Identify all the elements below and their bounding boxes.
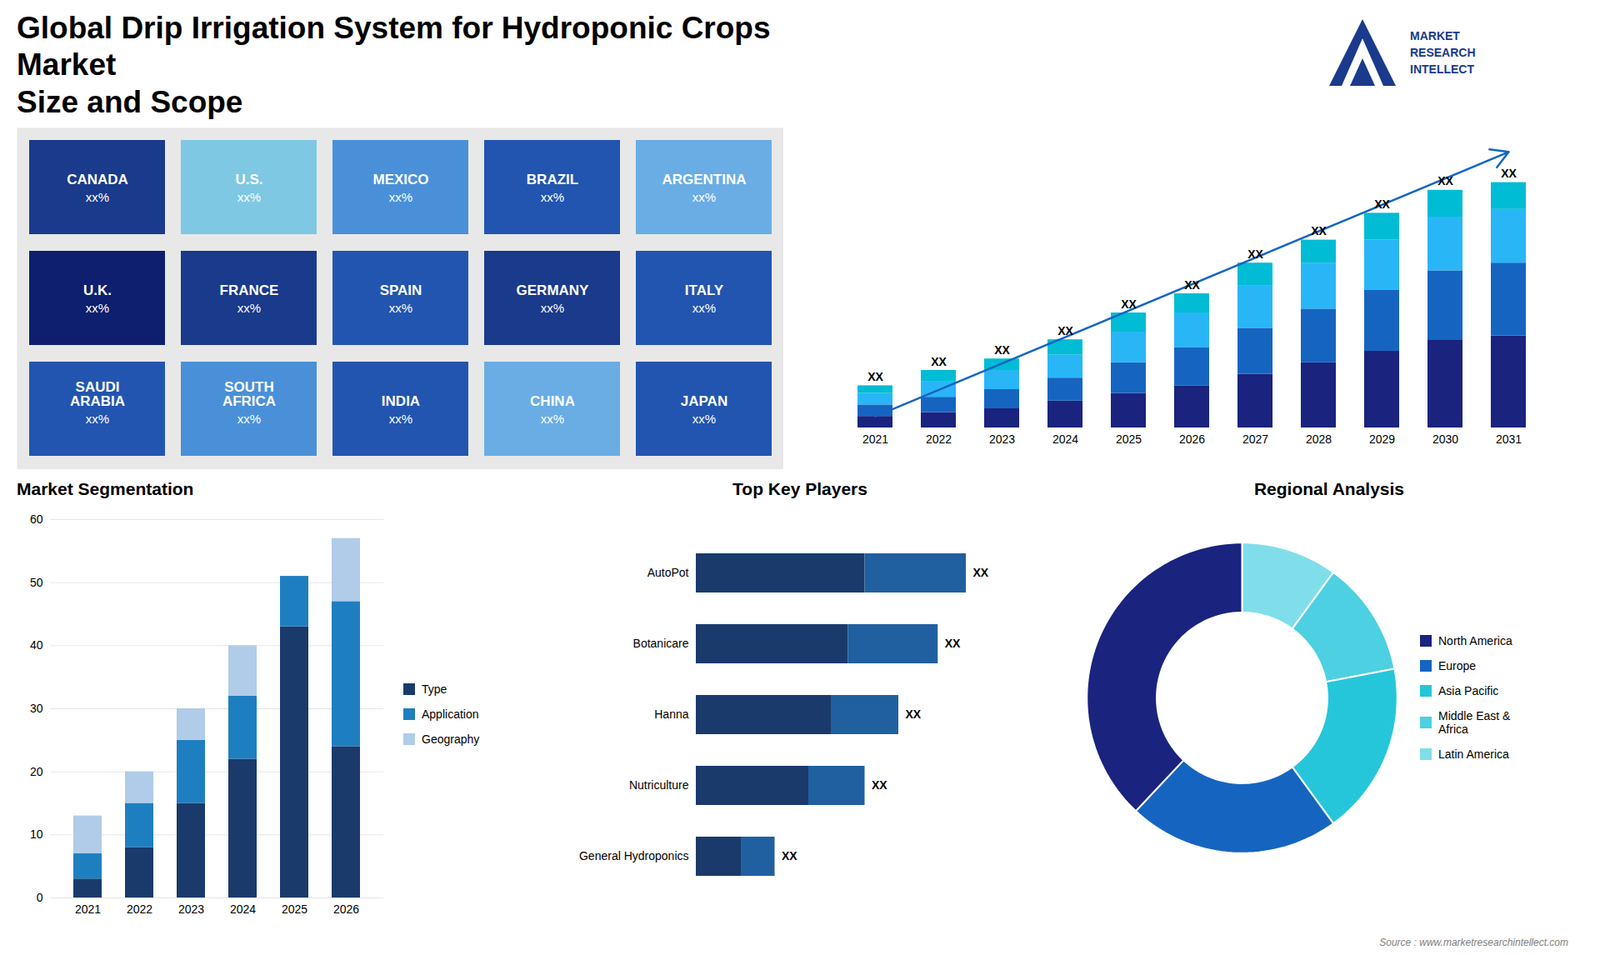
svg-text:SOUTHAFRICA: SOUTHAFRICA — [222, 379, 276, 410]
svg-text:ITALY: ITALY — [685, 282, 725, 299]
svg-text:xx%: xx% — [237, 300, 261, 315]
svg-text:2025: 2025 — [281, 902, 308, 916]
svg-text:AutoPot: AutoPot — [647, 565, 690, 580]
html-text:Latin America: Latin America — [1438, 747, 1509, 761]
svg-text:XX: XX — [781, 849, 798, 863]
svg-text:CHINA: CHINA — [530, 393, 575, 410]
svg-text:xx%: xx% — [540, 190, 565, 205]
html-text:Type: Type — [421, 682, 447, 696]
svg-text:2031: 2031 — [1495, 432, 1522, 446]
svg-text:50: 50 — [30, 575, 44, 590]
html-text:Europe: Europe — [1438, 659, 1476, 673]
svg-text:2026: 2026 — [1179, 432, 1205, 446]
svg-text:xx%: xx% — [85, 300, 110, 315]
html-text:Source : www.marketresearchint: Source : www.marketresearchintellect.com — [1379, 936, 1569, 949]
svg-text:2023: 2023 — [989, 432, 1015, 446]
svg-text:xx%: xx% — [85, 190, 110, 205]
svg-text:INDIA: INDIA — [381, 393, 420, 410]
svg-text:SPAIN: SPAIN — [380, 282, 423, 299]
svg-text:U.S.: U.S. — [235, 171, 263, 188]
svg-text:xx%: xx% — [389, 300, 413, 315]
html-text:Top Key Players: Top Key Players — [732, 479, 868, 499]
svg-text:Botanicare: Botanicare — [633, 636, 690, 650]
svg-text:2024: 2024 — [1052, 432, 1079, 446]
svg-text:Nutriculture: Nutriculture — [629, 778, 690, 792]
svg-text:xx%: xx% — [389, 190, 413, 205]
svg-text:2026: 2026 — [333, 902, 360, 916]
svg-text:20: 20 — [30, 765, 44, 779]
svg-text:2030: 2030 — [1432, 432, 1459, 446]
svg-text:xx%: xx% — [692, 411, 716, 426]
svg-text:SAUDIARABIA: SAUDIARABIA — [70, 379, 125, 410]
svg-text:XX: XX — [905, 707, 922, 721]
svg-text:2023: 2023 — [178, 902, 205, 916]
svg-text:Hanna: Hanna — [654, 707, 689, 721]
svg-text:2024: 2024 — [230, 902, 256, 916]
html-text:Global Drip Irrigation System: Global Drip Irrigation System for Hydrop… — [16, 10, 771, 119]
svg-text:BRAZIL: BRAZIL — [526, 171, 579, 188]
svg-text:XX: XX — [1120, 297, 1137, 311]
svg-text:General Hydroponics: General Hydroponics — [579, 849, 690, 863]
html-text:Market Segmentation: Market Segmentation — [16, 479, 194, 499]
svg-text:2021: 2021 — [862, 432, 889, 446]
html-text:North America: North America — [1438, 633, 1513, 648]
svg-text:xx%: xx% — [237, 190, 261, 205]
svg-text:30: 30 — [30, 701, 44, 715]
svg-text:2025: 2025 — [1115, 432, 1142, 446]
svg-text:XX: XX — [1247, 247, 1264, 261]
svg-text:XX: XX — [1184, 278, 1200, 292]
svg-text:GERMANY: GERMANY — [516, 282, 590, 299]
svg-text:2027: 2027 — [1242, 432, 1269, 446]
svg-text:2028: 2028 — [1305, 432, 1332, 446]
svg-text:XX: XX — [871, 778, 888, 792]
svg-text:xx%: xx% — [692, 300, 716, 315]
svg-text:XX: XX — [930, 355, 947, 369]
svg-text:XX: XX — [1374, 197, 1390, 211]
svg-text:xx%: xx% — [540, 411, 565, 426]
svg-text:2021: 2021 — [75, 902, 101, 916]
svg-text:40: 40 — [30, 638, 44, 652]
svg-text:XX: XX — [1437, 174, 1454, 188]
svg-text:XX: XX — [1500, 166, 1517, 180]
svg-text:XX: XX — [867, 370, 884, 384]
svg-text:xx%: xx% — [237, 411, 261, 426]
svg-text:FRANCE: FRANCE — [220, 282, 280, 299]
svg-text:ARGENTINA: ARGENTINA — [661, 171, 746, 188]
svg-text:XX: XX — [973, 565, 990, 580]
svg-text:xx%: xx% — [85, 411, 110, 426]
svg-text:CANADA: CANADA — [66, 171, 129, 188]
svg-text:U.K.: U.K. — [83, 282, 112, 299]
html-text:Application: Application — [421, 707, 479, 721]
svg-text:2029: 2029 — [1369, 432, 1395, 446]
svg-text:2022: 2022 — [925, 432, 952, 446]
svg-text:0: 0 — [36, 890, 44, 905]
svg-text:MEXICO: MEXICO — [372, 171, 429, 188]
svg-text:XX: XX — [945, 636, 961, 650]
svg-text:XX: XX — [994, 343, 1010, 357]
html-text:MARKET RESEARCH INTELLECT: MARKET RESEARCH INTELLECT — [1410, 28, 1476, 76]
svg-text:xx%: xx% — [389, 411, 413, 426]
svg-text:XX: XX — [1057, 324, 1074, 338]
svg-text:60: 60 — [30, 512, 44, 526]
svg-text:xx%: xx% — [540, 300, 565, 315]
html-text:Asia Pacific: Asia Pacific — [1438, 684, 1499, 698]
svg-text:XX: XX — [1310, 224, 1327, 238]
html-text:Regional Analysis: Regional Analysis — [1254, 479, 1405, 499]
svg-text:2022: 2022 — [126, 902, 153, 916]
html-text:Geography: Geography — [421, 732, 480, 746]
svg-text:10: 10 — [30, 827, 44, 841]
html-text:Middle East & Africa: Middle East & Africa — [1438, 709, 1511, 736]
svg-text:JAPAN: JAPAN — [680, 393, 728, 410]
svg-text:xx%: xx% — [692, 190, 716, 205]
